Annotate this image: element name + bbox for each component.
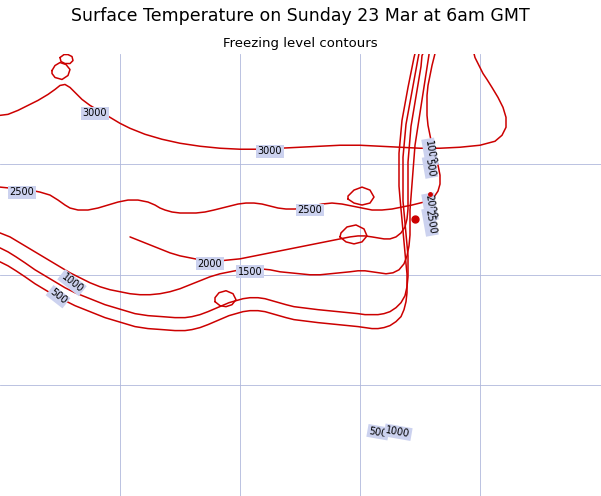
Text: 1000: 1000 <box>59 271 85 294</box>
Text: Freezing level contours: Freezing level contours <box>223 37 378 51</box>
Text: 500: 500 <box>424 157 436 177</box>
Text: 2500: 2500 <box>10 187 34 197</box>
Text: Surface Temperature on Sunday 23 Mar at 6am GMT: Surface Temperature on Sunday 23 Mar at … <box>71 7 530 25</box>
Text: 3000: 3000 <box>258 146 282 156</box>
Text: 1500: 1500 <box>237 267 262 277</box>
Text: 1000: 1000 <box>385 425 411 439</box>
Text: 2500: 2500 <box>297 205 322 215</box>
Text: 500: 500 <box>47 287 69 307</box>
Text: 500: 500 <box>368 426 388 439</box>
Text: 1000: 1000 <box>423 139 437 165</box>
Text: 2500: 2500 <box>423 209 437 235</box>
Text: 2000: 2000 <box>423 194 437 220</box>
Text: 3000: 3000 <box>83 108 107 119</box>
Text: 2000: 2000 <box>198 259 222 269</box>
